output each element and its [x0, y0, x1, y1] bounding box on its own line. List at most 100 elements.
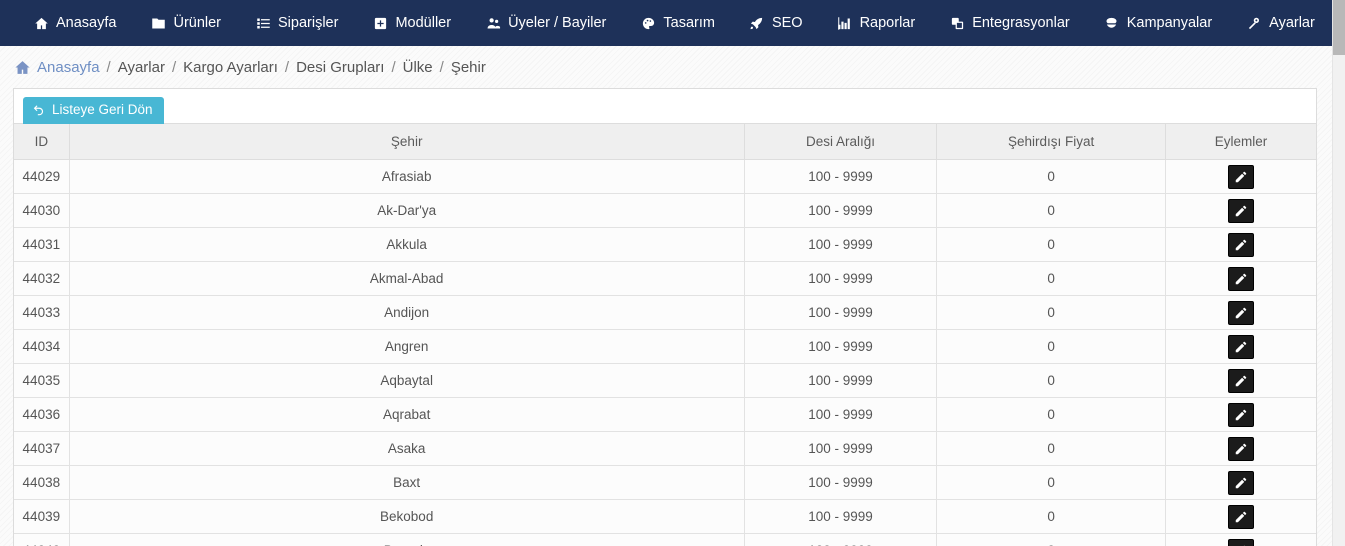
cell-id: 44029 — [14, 159, 70, 194]
list-icon — [255, 15, 271, 31]
cell-desi: 100 - 9999 — [744, 499, 938, 534]
edit-row-button[interactable] — [1227, 470, 1254, 495]
table-body: 44029 Afrasiab 100 - 9999 0 44030 Ak-Dar'ya 10… — [14, 159, 1316, 546]
edit-row-button[interactable] — [1227, 538, 1254, 546]
folder-icon — [150, 15, 166, 31]
nav-item-kampanyalar[interactable]: Kampanyalar — [1087, 0, 1229, 46]
nav-item-label: Siparişler — [278, 15, 339, 31]
cell-city: Afrasiab — [69, 159, 745, 194]
chart-icon — [837, 15, 853, 31]
cell-price: 0 — [936, 363, 1166, 398]
cell-city: Baxt — [69, 465, 745, 500]
nav-item-raporlar[interactable]: Raporlar — [820, 0, 933, 46]
breadcrumb-item-ehir: Şehir — [450, 58, 486, 76]
cell-id: 44037 — [14, 431, 70, 466]
breadcrumb-separator: / — [284, 58, 290, 76]
pencil-icon — [1234, 510, 1248, 524]
edit-row-button[interactable] — [1227, 232, 1254, 257]
cell-id: 44036 — [14, 397, 70, 432]
edit-row-button[interactable] — [1227, 164, 1254, 189]
pencil-icon — [1234, 306, 1248, 320]
nav-item-label: SEO — [771, 15, 803, 31]
nav-item-label: Tasarım — [663, 15, 715, 31]
column-header-id: ID — [14, 123, 70, 160]
breadcrumb-separator: / — [171, 58, 177, 76]
edit-row-button[interactable] — [1227, 504, 1254, 529]
rocket-icon — [749, 15, 765, 31]
cell-desi: 100 - 9999 — [744, 465, 938, 500]
pencil-icon — [1234, 272, 1248, 286]
cell-price: 0 — [936, 227, 1166, 262]
page-scrollbar[interactable] — [1332, 0, 1345, 546]
nav-item-label: Anasayfa — [56, 15, 117, 31]
cell-city: Aqbaytal — [69, 363, 745, 398]
nav-item-label: Ayarlar — [1269, 15, 1315, 31]
cell-desi: 100 - 9999 — [744, 431, 938, 466]
nav-item-mod-ller[interactable]: Modüller — [355, 0, 468, 46]
back-to-list-label: Listeye Geri Dön — [52, 102, 153, 117]
table-row: 44032 Akmal-Abad 100 - 9999 0 — [14, 261, 1316, 296]
table-row: 44031 Akkula 100 - 9999 0 — [14, 227, 1316, 262]
back-to-list-button[interactable]: Listeye Geri Dön — [23, 97, 164, 124]
users-icon — [485, 15, 501, 31]
nav-item-seo[interactable]: SEO — [732, 0, 820, 46]
cell-id: 44040 — [14, 533, 70, 546]
palette-icon — [640, 15, 656, 31]
cell-actions — [1165, 431, 1316, 466]
edit-row-button[interactable] — [1227, 368, 1254, 393]
cell-price: 0 — [936, 465, 1166, 500]
table-header-row: ID Şehir Desi Aralığı Şehirdışı Fiyat Eyleml… — [14, 123, 1316, 160]
nav-item-r-nler[interactable]: Ürünler — [133, 0, 238, 46]
nav-item-ayarlar[interactable]: Ayarlar — [1229, 0, 1332, 46]
cell-actions — [1165, 533, 1316, 546]
edit-row-button[interactable] — [1227, 334, 1254, 359]
content-panel: Listeye Geri Dön ID Şehir Desi Aralığı Şehi… — [13, 88, 1317, 546]
cell-actions — [1165, 397, 1316, 432]
home-icon — [33, 15, 49, 31]
nav-item-entegrasyonlar[interactable]: Entegrasyonlar — [932, 0, 1087, 46]
pencil-icon — [1234, 408, 1248, 422]
cell-city: Aqrabat — [69, 397, 745, 432]
nav-item-sipari-ler[interactable]: Siparişler — [238, 0, 355, 46]
page-scrollbar-thumb[interactable] — [1333, 0, 1345, 55]
breadcrumb-item-ayarlar: Ayarlar — [117, 58, 165, 76]
cell-id: 44031 — [14, 227, 70, 262]
edit-row-button[interactable] — [1227, 436, 1254, 461]
cell-id: 44039 — [14, 499, 70, 534]
nav-item-yeler-bayiler[interactable]: Üyeler / Bayiler — [468, 0, 623, 46]
city-shipping-table: ID Şehir Desi Aralığı Şehirdışı Fiyat Eyleml… — [14, 123, 1316, 546]
table-row: 44033 Andijon 100 - 9999 0 — [14, 295, 1316, 330]
cell-desi: 100 - 9999 — [744, 363, 938, 398]
gear-icon — [1246, 15, 1262, 31]
edit-row-button[interactable] — [1227, 266, 1254, 291]
breadcrumb-item-lke: Ülke — [402, 58, 433, 76]
table-row: 44029 Afrasiab 100 - 9999 0 — [14, 159, 1316, 194]
cell-desi: 100 - 9999 — [744, 329, 938, 364]
cell-desi: 100 - 9999 — [744, 227, 938, 262]
cell-price: 0 — [936, 431, 1166, 466]
pencil-icon — [1234, 340, 1248, 354]
edit-row-button[interactable] — [1227, 198, 1254, 223]
nav-item-label: Raporlar — [859, 15, 916, 31]
pencil-icon — [1234, 238, 1248, 252]
cell-id: 44034 — [14, 329, 70, 364]
panel-toolbar: Listeye Geri Dön — [14, 89, 1316, 124]
cell-id: 44030 — [14, 193, 70, 228]
pencil-icon — [1234, 170, 1248, 184]
cell-price: 0 — [936, 193, 1166, 228]
breadcrumb-item-anasayfa[interactable]: Anasayfa — [37, 58, 100, 76]
cell-city: Asaka — [69, 431, 745, 466]
nav-item-tasar-m[interactable]: Tasarım — [623, 0, 732, 46]
edit-row-button[interactable] — [1227, 300, 1254, 325]
cell-price: 0 — [936, 159, 1166, 194]
nav-item-label: Entegrasyonlar — [972, 15, 1070, 31]
table-row: 44034 Angren 100 - 9999 0 — [14, 329, 1316, 364]
cell-city: Ak-Dar'ya — [69, 193, 745, 228]
breadcrumb-item-desi-gruplar: Desi Grupları — [296, 58, 385, 76]
table-row: 44037 Asaka 100 - 9999 0 — [14, 431, 1316, 466]
edit-row-button[interactable] — [1227, 402, 1254, 427]
nav-item-anasayfa[interactable]: Anasayfa — [16, 0, 133, 46]
module-icon — [372, 15, 388, 31]
cell-actions — [1165, 465, 1316, 500]
